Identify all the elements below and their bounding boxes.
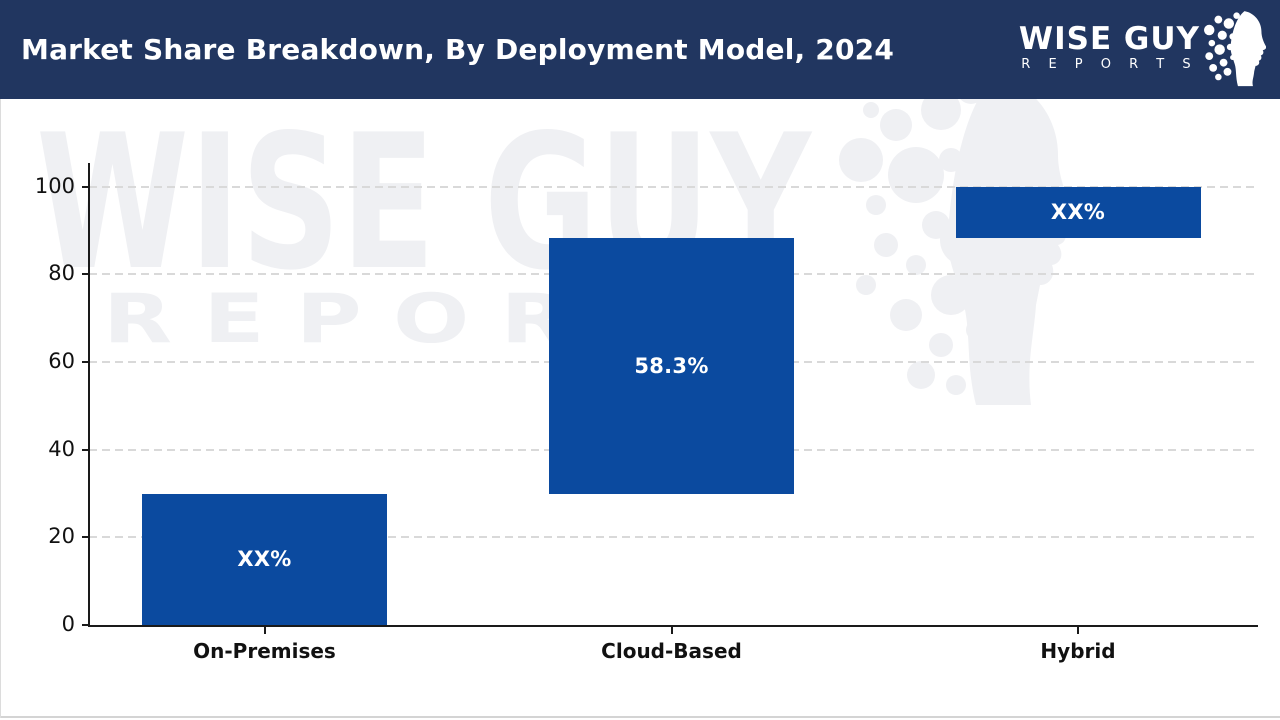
brand-name: WISE GUY bbox=[1018, 20, 1200, 57]
y-tick bbox=[82, 624, 89, 626]
x-axis-line bbox=[88, 625, 1258, 627]
bar-on-premises: XX% bbox=[142, 493, 387, 625]
y-axis-line bbox=[88, 163, 90, 627]
x-tick bbox=[670, 627, 673, 634]
brand-logo: WISE GUY R E P O R T S bbox=[1019, 6, 1266, 88]
bar-value-label: XX% bbox=[1050, 200, 1106, 225]
bar-hybrid: XX% bbox=[955, 186, 1201, 239]
plot-background: WISE GUY R E P O R T S bbox=[0, 99, 1280, 718]
x-category-label: On-Premises bbox=[193, 639, 336, 663]
brand-subtitle: R E P O R T S bbox=[1021, 56, 1198, 72]
x-tick bbox=[1077, 627, 1079, 634]
y-tick bbox=[82, 360, 89, 363]
x-category-label: Cloud-Based bbox=[601, 639, 742, 663]
chart-title: Market Share Breakdown, By Deployment Mo… bbox=[21, 33, 895, 66]
y-tick bbox=[82, 185, 89, 188]
x-category-label: Hybrid bbox=[1040, 639, 1116, 663]
y-tick-label: 0 bbox=[61, 612, 75, 636]
gridline bbox=[89, 185, 1257, 188]
bar-cloud-based: 58.3% bbox=[549, 238, 794, 494]
y-tick-label: 100 bbox=[34, 173, 75, 198]
y-tick-label: 20 bbox=[48, 524, 75, 549]
gridline bbox=[89, 536, 1257, 539]
brand-wordmark: WISE GUY R E P O R T S bbox=[1019, 23, 1200, 72]
bottom-edge-line bbox=[1, 716, 1280, 718]
bar-value-label: 58.3% bbox=[634, 354, 709, 379]
y-tick-label: 80 bbox=[48, 261, 75, 286]
plot-area: 0 20 40 60 80 100 XX% On-Premises 58.3% Cloud-Bas… bbox=[1, 99, 1280, 720]
title-bar: Market Share Breakdown, By Deployment Mo… bbox=[0, 0, 1280, 99]
x-tick bbox=[263, 627, 266, 634]
y-tick-label: 40 bbox=[48, 436, 75, 461]
bar-value-label: XX% bbox=[237, 547, 292, 572]
y-tick-label: 60 bbox=[48, 348, 75, 373]
brand-head-icon bbox=[1204, 11, 1266, 87]
y-tick bbox=[82, 536, 89, 539]
y-tick bbox=[82, 448, 89, 451]
y-tick bbox=[82, 273, 89, 276]
